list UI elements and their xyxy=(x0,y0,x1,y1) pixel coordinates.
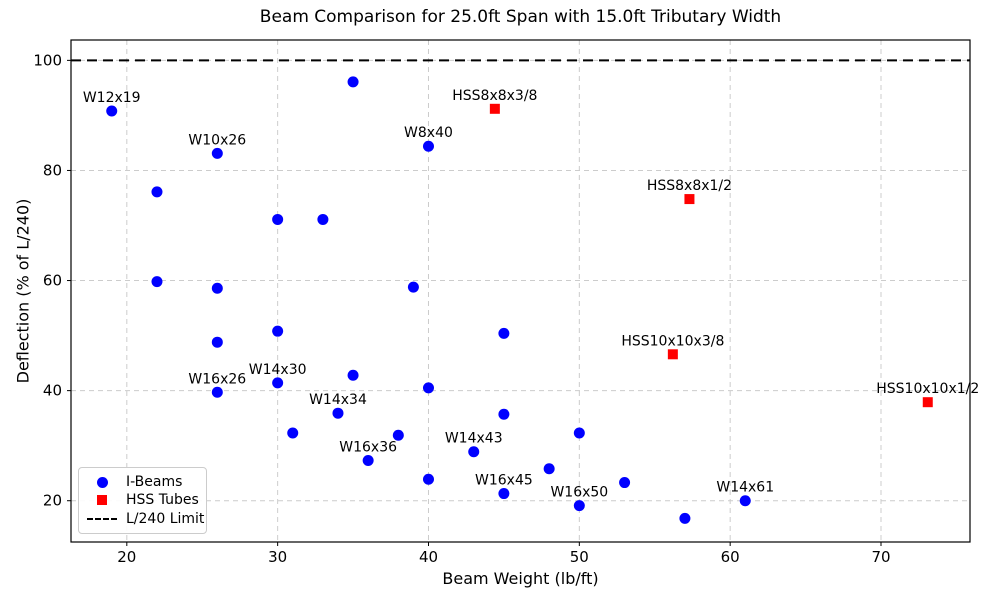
x-axis-label: Beam Weight (lb/ft) xyxy=(442,569,599,588)
point-annotation: W14x61 xyxy=(716,480,774,496)
x-tick-label: 30 xyxy=(268,548,287,566)
data-point-ibeam xyxy=(573,500,585,512)
point-annotation: HSS10x10x3/8 xyxy=(621,333,724,349)
data-point-ibeam xyxy=(211,386,223,398)
x-tick-label: 60 xyxy=(721,548,740,566)
data-point-ibeam xyxy=(272,213,284,225)
data-point-ibeam xyxy=(422,473,434,485)
x-tick-label: 70 xyxy=(871,548,890,566)
chart-title: Beam Comparison for 25.0ft Span with 15.… xyxy=(259,7,782,27)
point-annotation: HSS8x8x1/2 xyxy=(647,178,732,194)
data-point-ibeam xyxy=(317,213,329,225)
i-beam-marker-icon xyxy=(87,476,117,488)
y-tick-label: 80 xyxy=(43,161,62,179)
point-annotation: W16x26 xyxy=(188,371,246,387)
data-point-ibeam xyxy=(422,140,434,152)
data-point-ibeam xyxy=(619,477,631,489)
data-point-ibeam xyxy=(422,382,434,394)
point-annotation: HSS10x10x1/2 xyxy=(876,381,979,397)
x-tick-label: 50 xyxy=(570,548,589,566)
y-tick-label: 40 xyxy=(43,382,62,400)
data-point-ibeam xyxy=(151,186,163,198)
data-point-ibeam xyxy=(739,495,751,507)
point-annotation: W14x30 xyxy=(249,362,307,378)
data-point-ibeam xyxy=(151,276,163,288)
data-point-ibeam xyxy=(407,281,419,293)
y-tick-label: 100 xyxy=(33,51,62,69)
dashed-line-icon xyxy=(87,517,117,520)
point-annotation: HSS8x8x3/8 xyxy=(452,88,537,104)
legend-item-i-beams: I-Beams xyxy=(87,474,198,490)
data-point-hss xyxy=(489,103,500,114)
data-point-hss xyxy=(684,194,695,205)
data-point-hss xyxy=(922,397,933,408)
data-point-ibeam xyxy=(468,446,480,458)
data-point-ibeam xyxy=(573,427,585,439)
data-point-ibeam xyxy=(679,512,691,524)
legend-label: L/240 Limit xyxy=(126,510,205,527)
point-annotation: W16x36 xyxy=(339,440,397,456)
legend-item-hss-tubes: HSS Tubes xyxy=(87,492,199,509)
legend-item-limit: L/240 Limit xyxy=(87,511,204,527)
data-point-ibeam xyxy=(106,105,118,117)
point-annotation: W16x45 xyxy=(475,473,533,489)
axes-frame xyxy=(70,39,971,543)
point-annotation: W14x34 xyxy=(309,392,367,408)
legend: I-Beams HSS Tubes L/240 Limit xyxy=(78,467,207,534)
point-annotation: W16x50 xyxy=(550,485,608,501)
data-point-ibeam xyxy=(211,147,223,159)
data-point-ibeam xyxy=(498,408,510,420)
legend-label: I-Beams xyxy=(126,474,183,491)
data-point-ibeam xyxy=(543,463,555,475)
data-point-ibeam xyxy=(272,325,284,337)
point-annotation: W12x19 xyxy=(83,90,141,106)
legend-label: HSS Tubes xyxy=(126,492,199,509)
data-point-ibeam xyxy=(347,76,359,88)
x-tick-label: 20 xyxy=(117,548,136,566)
data-point-ibeam xyxy=(272,377,284,389)
y-tick-label: 20 xyxy=(43,492,62,510)
data-point-ibeam xyxy=(211,336,223,348)
x-tick-label: 40 xyxy=(419,548,438,566)
data-point-ibeam xyxy=(392,429,404,441)
data-point-ibeam xyxy=(347,369,359,381)
data-point-ibeam xyxy=(332,407,344,419)
data-point-ibeam xyxy=(211,282,223,294)
point-annotation: W10x26 xyxy=(188,132,246,148)
data-point-ibeam xyxy=(498,488,510,500)
point-annotation: W14x43 xyxy=(445,431,503,447)
data-point-ibeam xyxy=(362,455,374,467)
data-point-ibeam xyxy=(287,427,299,439)
y-tick-label: 60 xyxy=(43,272,62,290)
point-annotation: W8x40 xyxy=(404,125,453,141)
data-point-hss xyxy=(667,349,678,360)
data-point-ibeam xyxy=(498,327,510,339)
hss-tube-marker-icon xyxy=(87,495,117,506)
